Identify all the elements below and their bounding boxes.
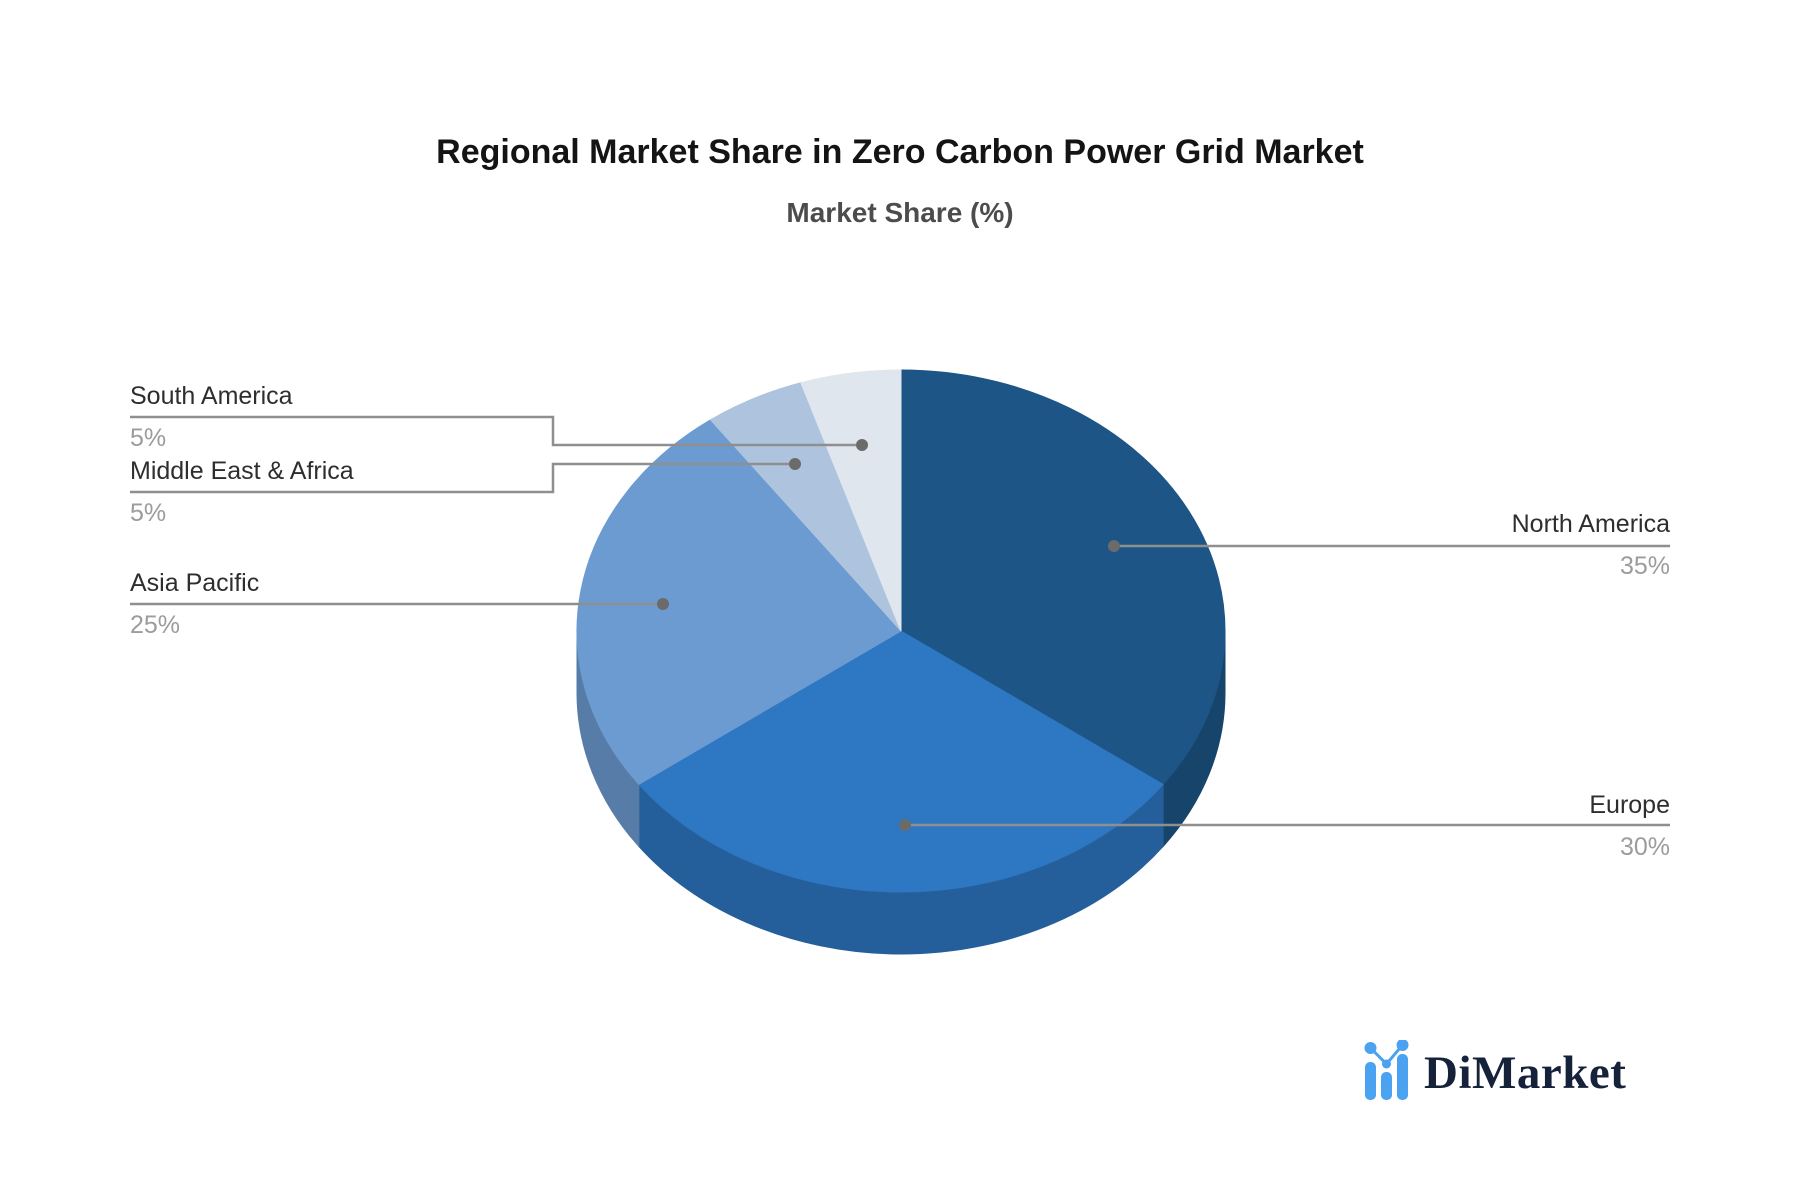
callout-asia-pacific-value: 25%: [130, 611, 181, 639]
callout-europe-value: 30%: [1619, 833, 1670, 861]
pie-slice-south-america: [800, 369, 902, 632]
leader-dot-middle-east-africa: [789, 458, 801, 470]
brand-logo: DiMarket: [1363, 1040, 1626, 1100]
leader-dot-europe: [899, 819, 911, 831]
callout-north-america-value: 35%: [1619, 552, 1670, 580]
pie-slice-asia-pacific: [576, 419, 902, 786]
chart-title: Regional Market Share in Zero Carbon Pow…: [436, 133, 1364, 171]
brand-name: DiMarket: [1424, 1047, 1627, 1099]
callout-middle-east-africa-name: Middle East & Africa: [130, 457, 354, 485]
leader-dot-north-america: [1108, 540, 1120, 552]
callout-north-america-name: North America: [1511, 510, 1670, 538]
bar-chart-logo-icon: [1364, 1040, 1409, 1100]
chart-subtitle: Market Share (%): [786, 197, 1014, 228]
callout-europe-name: Europe: [1589, 791, 1670, 819]
pie-slice-europe: [638, 630, 1164, 893]
callout-south-america-name: South America: [130, 382, 293, 410]
callout-middle-east-africa-value: 5%: [130, 499, 167, 527]
leader-line-south-america: [130, 415, 862, 447]
leader-dot-south-america: [856, 439, 868, 451]
pie-slice-north-america: [900, 369, 1226, 786]
leader-line-middle-east-africa: [130, 462, 795, 494]
callout-south-america-value: 5%: [130, 424, 167, 452]
leader-dot-asia-pacific: [657, 598, 669, 610]
callout-asia-pacific-name: Asia Pacific: [130, 569, 260, 597]
